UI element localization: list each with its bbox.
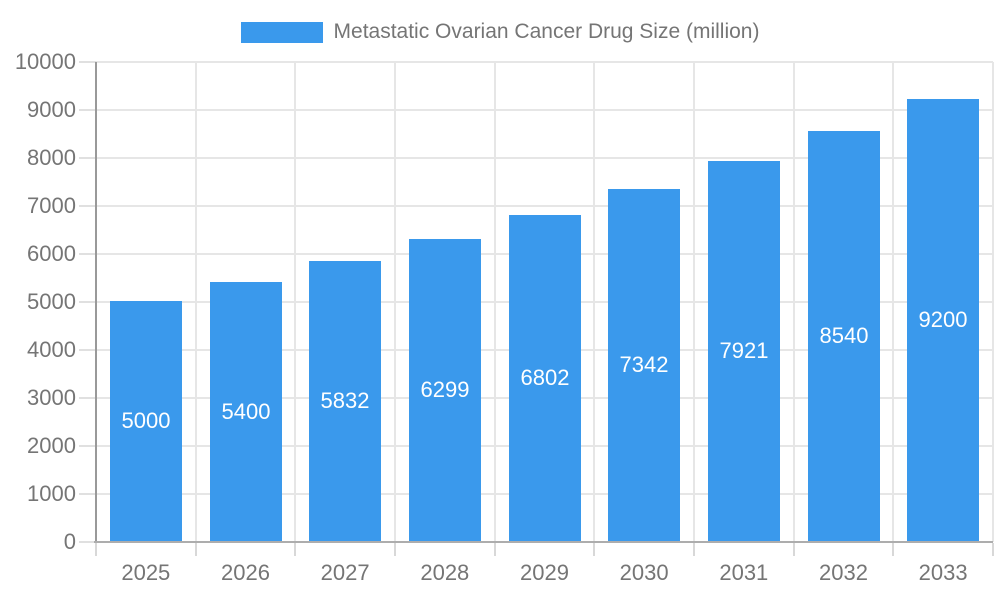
v-gridline [992, 62, 994, 542]
y-axis-tick-label: 2000 [27, 433, 76, 458]
legend: Metastatic Ovarian Cancer Drug Size (mil… [0, 19, 1000, 45]
x-axis-tick-label: 2031 [719, 560, 769, 585]
x-axis-tick [693, 543, 695, 556]
y-axis-tick-label: 3000 [27, 385, 76, 410]
x-axis-tick-label: 2032 [819, 560, 868, 585]
h-gridline [96, 109, 993, 111]
x-axis-tick-label: 2028 [420, 560, 470, 585]
v-gridline [693, 62, 695, 542]
v-gridline [294, 62, 297, 542]
x-axis-tick [394, 543, 396, 556]
legend-label: Metastatic Ovarian Cancer Drug Size (mil… [333, 20, 760, 43]
y-axis-tick [79, 301, 96, 303]
legend-swatch-icon [240, 21, 323, 43]
bar-2033[interactable]: 9200 [907, 99, 979, 541]
x-axis-tick-label: 2030 [619, 560, 669, 585]
bar-value-label: 7342 [619, 352, 669, 377]
y-axis-tick-label: 0 [63, 529, 76, 554]
x-axis-tick [992, 543, 994, 556]
bar-value-label: 8540 [819, 323, 869, 348]
bar-value-label: 5832 [320, 388, 370, 413]
bar-2031[interactable]: 7921 [708, 161, 780, 541]
x-axis-tick [194, 543, 197, 556]
x-axis-tick-label: 2029 [520, 560, 569, 585]
bar-value-label: 7921 [719, 338, 769, 363]
y-axis-tick [79, 445, 96, 447]
x-axis-tick [95, 543, 97, 556]
legend-item[interactable]: Metastatic Ovarian Cancer Drug Size (mil… [240, 20, 760, 44]
x-axis-tick-label: 2033 [918, 560, 968, 585]
y-axis-tick [79, 493, 96, 495]
y-axis-tick [79, 205, 96, 207]
bar-value-label: 9200 [918, 307, 968, 332]
v-gridline [892, 62, 895, 542]
h-gridline [96, 205, 993, 207]
x-axis-tick [892, 543, 895, 556]
y-axis-tick [79, 61, 96, 63]
x-axis-tick-label: 2025 [121, 560, 171, 585]
bar-value-label: 6802 [520, 365, 570, 390]
h-gridline [96, 61, 993, 63]
v-gridline [593, 62, 596, 542]
h-gridline [96, 157, 993, 159]
y-axis-tick-label: 7000 [27, 193, 76, 218]
v-gridline [394, 62, 396, 542]
y-axis-tick [79, 109, 96, 111]
y-axis-tick [79, 253, 96, 255]
x-axis-tick-label: 2026 [221, 560, 270, 585]
y-axis-tick [79, 397, 96, 399]
y-axis-tick-label: 1000 [27, 481, 76, 506]
v-gridline [792, 62, 795, 542]
x-axis-tick-label: 2027 [320, 560, 370, 585]
bar-2029[interactable]: 6802 [509, 215, 581, 541]
y-axis-tick-label: 9000 [27, 97, 76, 122]
bar-value-label: 5400 [221, 398, 271, 424]
y-axis [95, 62, 97, 542]
bar-2025[interactable]: 5000 [110, 301, 182, 541]
bar-2032[interactable]: 8540 [808, 131, 880, 541]
x-axis-tick [792, 543, 795, 556]
bar-2026[interactable]: 5400 [210, 282, 282, 541]
x-axis-tick [294, 543, 297, 556]
y-axis-tick [79, 541, 96, 543]
y-axis-tick-label: 5000 [27, 289, 76, 314]
bar-2028[interactable]: 6299 [409, 239, 481, 541]
y-axis-tick-label: 6000 [27, 241, 76, 266]
x-axis-tick [493, 543, 496, 556]
v-gridline [493, 62, 496, 542]
y-axis-tick-label: 8000 [27, 145, 76, 170]
bar-2027[interactable]: 5832 [309, 261, 381, 541]
x-axis [94, 541, 993, 543]
y-axis-tick-label: 10000 [14, 49, 76, 74]
bar-2030[interactable]: 7342 [608, 189, 680, 541]
y-axis-tick-label: 4000 [27, 337, 76, 362]
x-axis-tick [593, 543, 596, 556]
y-axis-tick [79, 157, 96, 159]
y-axis-tick [79, 349, 96, 351]
bar-value-label: 6299 [420, 377, 470, 402]
bar-value-label: 5000 [121, 408, 171, 433]
v-gridline [194, 62, 197, 542]
